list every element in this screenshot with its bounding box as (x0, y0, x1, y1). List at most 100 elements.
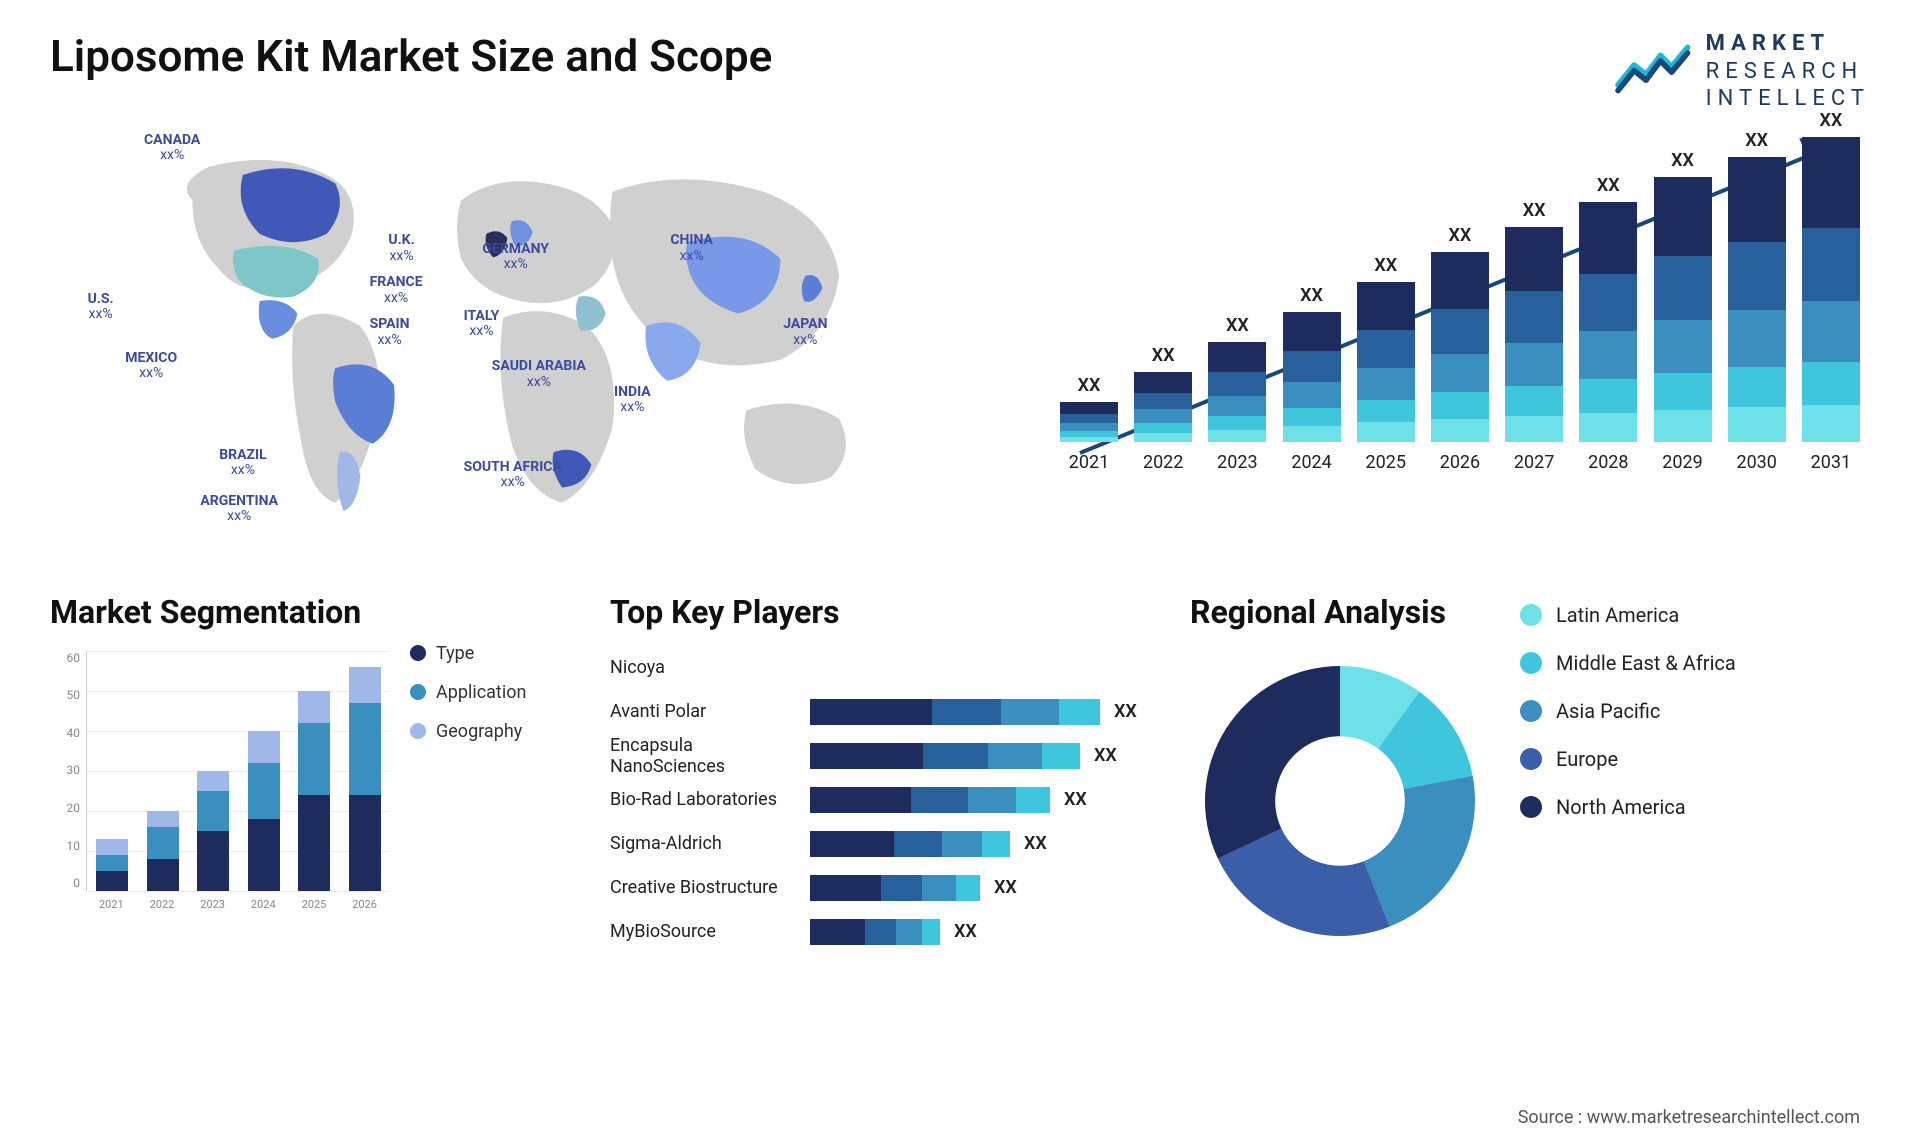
growth-year-label: 2028 (1588, 452, 1628, 473)
region-legend-item: Middle East & Africa (1520, 651, 1736, 675)
map-label-argentina: ARGENTINAxx% (200, 494, 278, 525)
player-bar (810, 831, 1010, 857)
player-value: XX (1114, 701, 1137, 722)
seg-legend-geography: Geography (410, 721, 570, 742)
segmentation-title: Market Segmentation (50, 593, 390, 631)
map-label-southafrica: SOUTH AFRICAxx% (464, 460, 562, 491)
growth-value-label: XX (1449, 225, 1472, 246)
player-name: MyBioSource (610, 921, 810, 942)
seg-bar-2022 (147, 811, 179, 891)
player-value: XX (954, 921, 977, 942)
growth-bar-2030: XX2030 (1728, 130, 1786, 473)
player-name: Bio-Rad Laboratories (610, 789, 810, 810)
map-label-germany: GERMANYxx% (482, 242, 549, 273)
seg-legend-application: Application (410, 682, 570, 703)
growth-chart: XX2021XX2022XX2023XX2024XX2025XX2026XX20… (1050, 133, 1870, 553)
regional-title: Regional Analysis (1190, 593, 1490, 631)
growth-bar-2027: XX 2027 (1505, 200, 1563, 473)
map-label-france: FRANCExx% (370, 275, 423, 306)
seg-bar-2025 (298, 691, 330, 891)
region-legend-item: Asia Pacific (1520, 699, 1736, 723)
brand-logo: MARKET RESEARCH INTELLECT (1614, 30, 1870, 113)
player-value: XX (1094, 745, 1117, 766)
player-bar (810, 787, 1050, 813)
region-legend-item: Latin America (1520, 603, 1736, 627)
source-attribution: Source : www.marketresearchintellect.com (1518, 1107, 1860, 1128)
player-name: Sigma-Aldrich (610, 833, 810, 854)
growth-bar-2025: XX 2025 (1357, 255, 1415, 473)
logo-text: MARKET RESEARCH INTELLECT (1706, 30, 1870, 113)
growth-year-label: 2030 (1736, 452, 1776, 473)
players-list: Nicoya Avanti Polar XX Encapsula NanoScienc… (610, 651, 1150, 949)
map-label-india: INDIAxx% (614, 385, 651, 416)
player-row: Creative Biostructure XX (610, 871, 1150, 905)
players-title: Top Key Players (610, 593, 1150, 631)
seg-bar-2021 (96, 839, 128, 891)
growth-year-label: 2029 (1662, 452, 1702, 473)
player-value: XX (994, 877, 1017, 898)
regional-legend: Latin America Middle East & Africa Asia Pa… (1520, 593, 1736, 973)
growth-bar-2023: XX 2023 (1208, 315, 1266, 473)
map-label-china: CHINAxx% (670, 233, 713, 264)
growth-value-label: XX (1523, 200, 1546, 221)
segmentation-legend: Type Application Geography (410, 593, 570, 973)
donut-slice-north-america (1205, 666, 1340, 858)
player-name: Encapsula NanoSciences (610, 735, 810, 777)
growth-value-label: XX (1671, 150, 1694, 171)
map-label-us: U.S.xx% (88, 292, 114, 323)
player-bar (810, 919, 940, 945)
map-label-spain: SPAINxx% (370, 317, 410, 348)
player-name: Creative Biostructure (610, 877, 810, 898)
growth-year-label: 2024 (1291, 452, 1331, 473)
map-label-saudiarabia: SAUDI ARABIAxx% (492, 359, 586, 390)
growth-year-label: 2031 (1811, 452, 1851, 473)
player-value: XX (1064, 789, 1087, 810)
growth-value-label: XX (1597, 175, 1620, 196)
map-us (233, 245, 319, 297)
page-title: Liposome Kit Market Size and Scope (50, 30, 772, 82)
player-bar (810, 875, 980, 901)
player-bar (810, 699, 1100, 725)
player-bar (810, 743, 1080, 769)
player-name: Nicoya (610, 657, 810, 678)
map-label-mexico: MEXICOxx% (125, 351, 177, 382)
growth-value-label: XX (1078, 375, 1101, 396)
region-legend-item: Europe (1520, 747, 1736, 771)
player-value: XX (1024, 833, 1047, 854)
growth-bar-2022: XX 2022 (1134, 345, 1192, 473)
growth-year-label: 2022 (1143, 452, 1183, 473)
growth-bar-2029: XX 2029 (1654, 150, 1712, 473)
seg-bar-2023 (197, 771, 229, 891)
regional-donut-chart (1190, 651, 1490, 951)
growth-bar-2021: XX 2021 (1060, 375, 1118, 473)
growth-value-label: XX (1226, 315, 1249, 336)
map-label-uk: U.K.xx% (388, 233, 414, 264)
growth-year-label: 2021 (1069, 452, 1109, 473)
player-row: MyBioSource XX (610, 915, 1150, 949)
growth-year-label: 2023 (1217, 452, 1257, 473)
growth-value-label: XX (1819, 110, 1842, 131)
growth-year-label: 2026 (1440, 452, 1480, 473)
growth-bar-2026: XX 2026 (1431, 225, 1489, 473)
growth-value-label: XX (1152, 345, 1175, 366)
world-map: CANADAxx% U.S.xx% MEXICOxx% BRAZILxx% ARGENT… (50, 133, 990, 553)
growth-bar-2024: XX 2024 (1283, 285, 1341, 473)
growth-bar-2031: XX 2031 (1802, 110, 1860, 473)
map-mexico (259, 300, 298, 339)
map-saudi (576, 296, 606, 331)
growth-value-label: XX (1300, 285, 1323, 306)
growth-value-label: XX (1374, 255, 1397, 276)
map-label-canada: CANADAxx% (144, 133, 200, 164)
player-row: Bio-Rad Laboratories XX (610, 783, 1150, 817)
seg-legend-type: Type (410, 643, 570, 664)
player-row: Sigma-Aldrich XX (610, 827, 1150, 861)
player-row: Nicoya (610, 651, 1150, 685)
region-legend-item: North America (1520, 795, 1736, 819)
player-name: Avanti Polar (610, 701, 810, 722)
growth-year-label: 2027 (1514, 452, 1554, 473)
map-label-brazil: BRAZILxx% (219, 448, 266, 479)
seg-bar-2026 (349, 667, 381, 891)
growth-year-label: 2025 (1366, 452, 1406, 473)
segmentation-chart: 6050403020100 202120222023202420252026 (50, 651, 390, 931)
map-label-japan: JAPANxx% (783, 317, 827, 348)
